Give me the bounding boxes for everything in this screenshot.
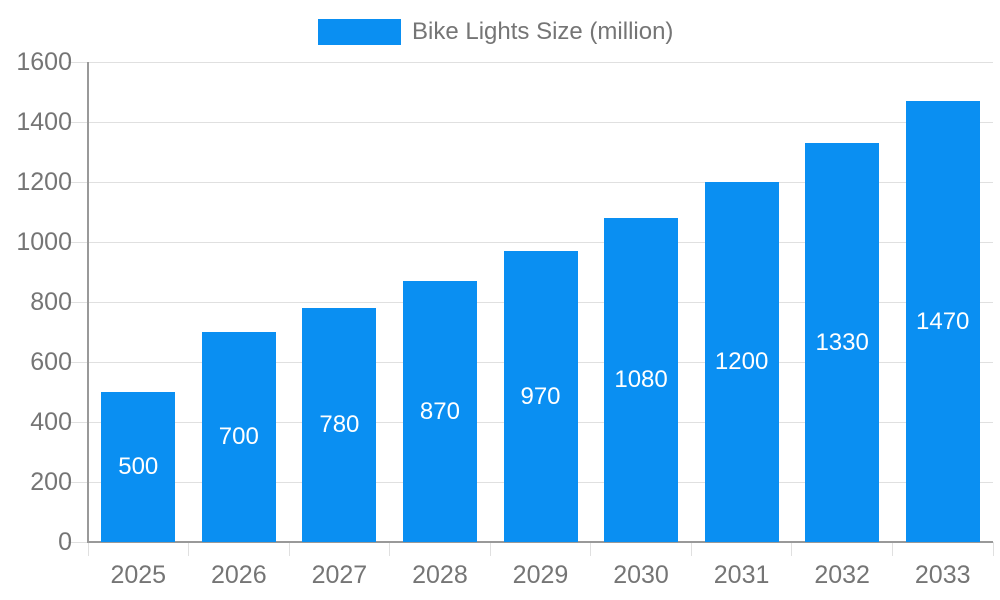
x-tick-6 xyxy=(690,542,692,556)
legend-item[interactable]: Bike Lights Size (million) xyxy=(318,19,673,45)
bar-value-2031: 1200 xyxy=(714,348,769,375)
x-tick-1 xyxy=(188,542,190,556)
legend-swatch xyxy=(318,19,401,45)
bar-value-2028: 870 xyxy=(419,397,460,425)
x-tick-8 xyxy=(891,542,893,556)
y-grid-line-1400 xyxy=(68,121,993,123)
x-tick-9 xyxy=(992,542,994,556)
bar-2026[interactable] xyxy=(201,332,276,542)
y-tick-label-600: 600 xyxy=(30,348,72,376)
bar-2025[interactable] xyxy=(101,392,176,542)
bar-2031[interactable] xyxy=(704,182,779,542)
bar-2027[interactable] xyxy=(302,308,377,542)
y-grid-line-1200 xyxy=(68,181,993,183)
bar-2029[interactable] xyxy=(503,251,578,542)
bar-value-2025: 500 xyxy=(118,453,159,480)
y-grid-line-1600 xyxy=(68,61,993,63)
x-tick-label-2030: 2030 xyxy=(613,561,669,589)
x-tick-label-2027: 2027 xyxy=(311,561,368,589)
x-tick-label-2033: 2033 xyxy=(914,561,971,589)
bar-value-2029: 970 xyxy=(520,382,561,410)
legend-label: Bike Lights Size (million) xyxy=(412,18,674,45)
bar-value-2032: 1330 xyxy=(815,328,869,356)
y-tick-label-800: 800 xyxy=(30,288,72,316)
x-tick-label-2026: 2026 xyxy=(211,561,267,589)
y-tick-label-0: 0 xyxy=(58,528,72,556)
x-tick-2 xyxy=(288,542,290,556)
x-tick-label-2029: 2029 xyxy=(512,561,569,589)
x-tick-label-2028: 2028 xyxy=(412,561,468,589)
y-grid-line-1000 xyxy=(68,241,993,243)
y-tick-label-200: 200 xyxy=(30,468,72,496)
bar-2028[interactable] xyxy=(402,281,477,542)
x-tick-0 xyxy=(87,542,89,556)
y-tick-label-1200: 1200 xyxy=(16,168,72,196)
y-tick-label-400: 400 xyxy=(30,408,72,436)
y-tick-label-1400: 1400 xyxy=(16,108,72,136)
y-axis-line xyxy=(87,62,89,542)
bar-value-2027: 780 xyxy=(319,411,360,438)
x-tick-4 xyxy=(489,542,491,556)
x-axis-line xyxy=(87,541,993,543)
x-tick-label-2025: 2025 xyxy=(110,561,167,589)
x-tick-3 xyxy=(389,542,391,556)
y-tick-label-1000: 1000 xyxy=(16,228,72,256)
bar-2033[interactable] xyxy=(905,101,980,542)
x-tick-label-2031: 2031 xyxy=(713,561,770,589)
x-tick-label-2032: 2032 xyxy=(814,561,870,589)
bar-2030[interactable] xyxy=(604,218,679,542)
bar-value-2030: 1080 xyxy=(614,366,668,393)
bar-value-2026: 700 xyxy=(218,423,259,450)
x-tick-7 xyxy=(791,542,793,556)
bar-value-2033: 1470 xyxy=(916,307,970,335)
bar-2032[interactable] xyxy=(805,143,880,542)
y-tick-label-1600: 1600 xyxy=(16,48,72,76)
x-tick-5 xyxy=(590,542,592,556)
